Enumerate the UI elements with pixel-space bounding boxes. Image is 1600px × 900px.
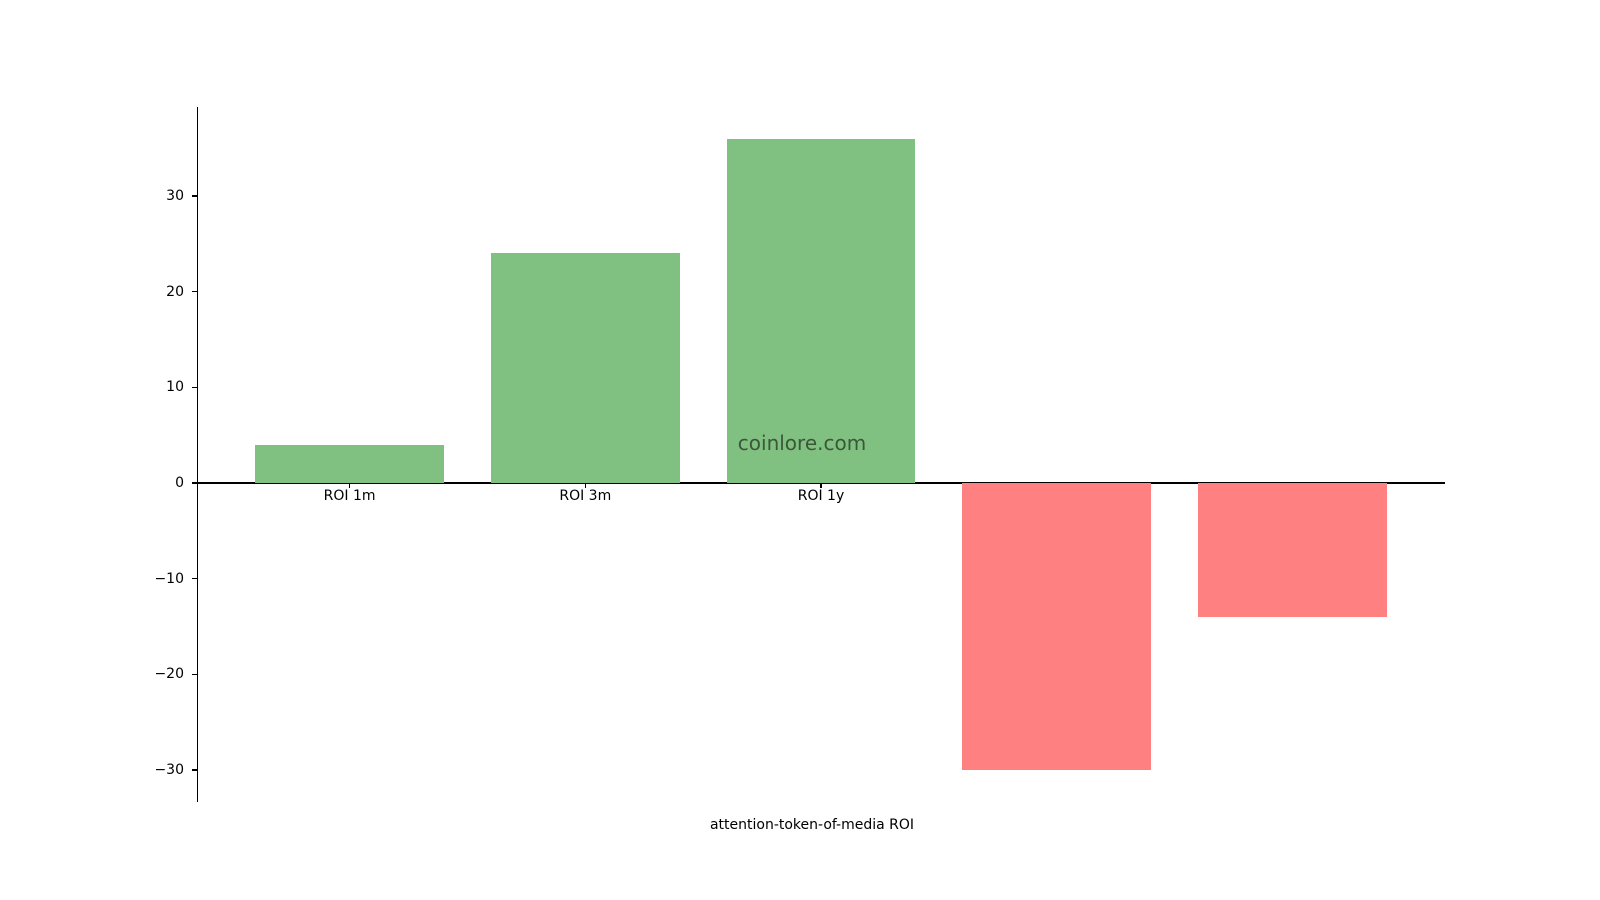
bar-unlabeled-5 [1198,483,1387,617]
chart-title: attention-token-of-media ROI [709,817,915,833]
watermark: coinlore.com [737,431,867,455]
y-axis-spine [197,107,199,802]
y-tick-mark [192,386,197,388]
y-tick-label: −30 [154,762,184,779]
y-tick-mark [192,291,197,293]
bar-roi-1y [726,138,916,483]
bar-roi-1m [255,444,444,483]
y-tick-mark [192,482,197,484]
y-tick-mark [192,769,197,771]
bar-roi-3m [491,253,680,483]
y-tick-mark [192,673,197,675]
y-tick-label: −20 [154,666,184,683]
x-tick-label-roi-1m: ROI 1m [323,488,376,504]
y-tick-label: 20 [166,283,184,300]
y-tick-label: −10 [154,570,184,587]
y-tick-label: 10 [166,379,184,396]
x-tick-mark [584,483,586,488]
x-tick-label-roi-1y: ROI 1y [797,488,845,504]
x-tick-mark [348,483,351,488]
y-tick-mark [192,195,197,197]
y-tick-label: 0 [175,475,184,491]
x-axis-zero-line [197,482,1445,484]
x-tick-mark [820,483,822,488]
x-tick-label-roi-3m: ROI 3m [559,488,612,504]
y-tick-mark [192,578,197,580]
y-tick-label: 30 [166,187,184,204]
bar-unlabeled-4 [962,483,1151,771]
